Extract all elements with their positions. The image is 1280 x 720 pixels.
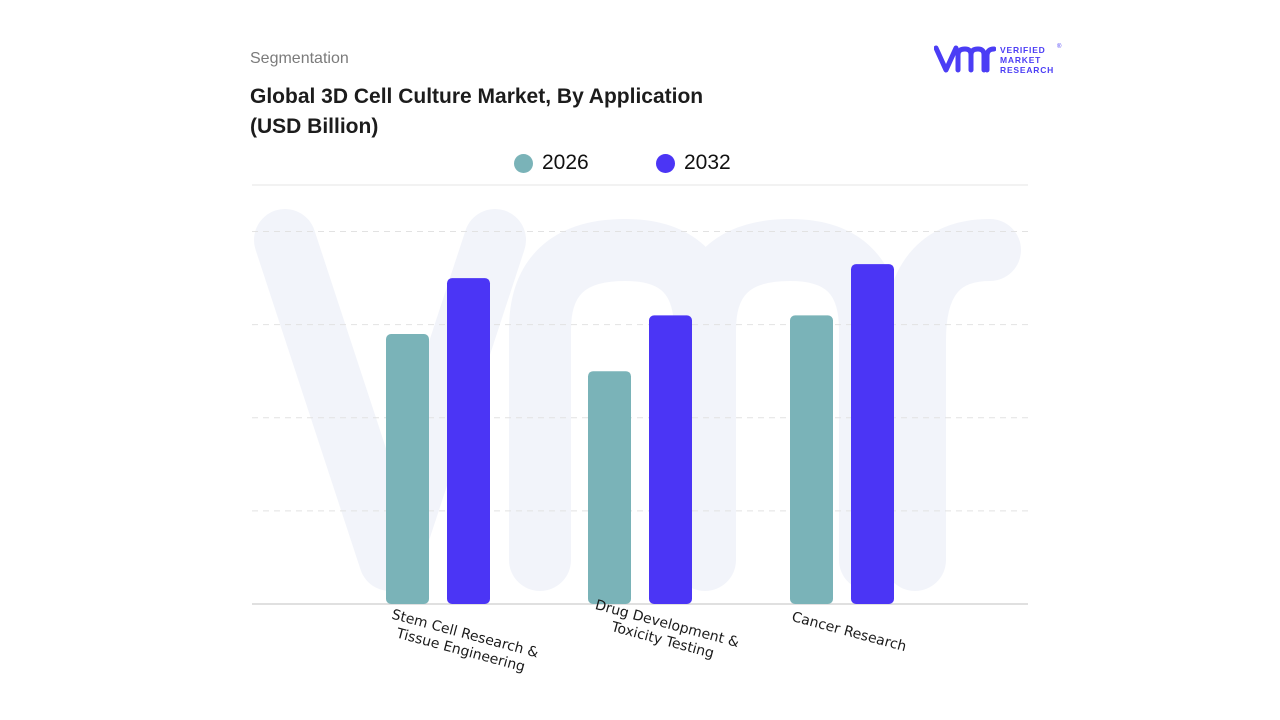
logo-text-market: MARKET (1000, 55, 1042, 65)
bar-2032-1 (447, 278, 490, 604)
section-label: Segmentation (250, 50, 349, 67)
legend-label-2032: 2032 (684, 151, 731, 174)
vmr-logo: VERIFIED MARKET RESEARCH ® (934, 44, 1064, 76)
bar-2026-1 (386, 333, 429, 604)
x-tick-label-line: Cancer Research (790, 609, 908, 655)
chart-title-line-1: Global 3D Cell Culture Market, By Applic… (250, 85, 704, 108)
logo-text-research: RESEARCH (1000, 65, 1055, 75)
logo-text-verified: VERIFIED (1000, 45, 1046, 55)
chart-legend: 2026 2032 (0, 150, 1280, 176)
vmr-logo-mark-icon (934, 45, 996, 73)
bar-2032-2 (649, 315, 692, 604)
x-tick-label-1: Stem Cell Research &Tissue Engineering (386, 607, 541, 678)
legend-swatch-2032 (656, 153, 675, 173)
registered-mark: ® (1057, 44, 1062, 50)
bar-2026-2 (588, 371, 631, 604)
vmr-logo-text: VERIFIED MARKET RESEARCH (1000, 45, 1054, 75)
bar-2026-3 (790, 315, 833, 604)
x-tick-label-2: Drug Development &Toxicity Testing (589, 597, 741, 667)
x-tick-label-3: Cancer Research (790, 609, 908, 655)
legend-swatch-2026 (514, 153, 533, 173)
legend-item-2026: 2026 (514, 150, 589, 176)
chart-title-line-2: (USD Billion) (250, 115, 379, 138)
bar-2032-3 (851, 264, 894, 604)
legend-label-2026: 2026 (542, 151, 589, 174)
legend-item-2032: 2032 (656, 150, 731, 176)
chart-title: Global 3D Cell Culture Market, By Applic… (250, 82, 770, 142)
